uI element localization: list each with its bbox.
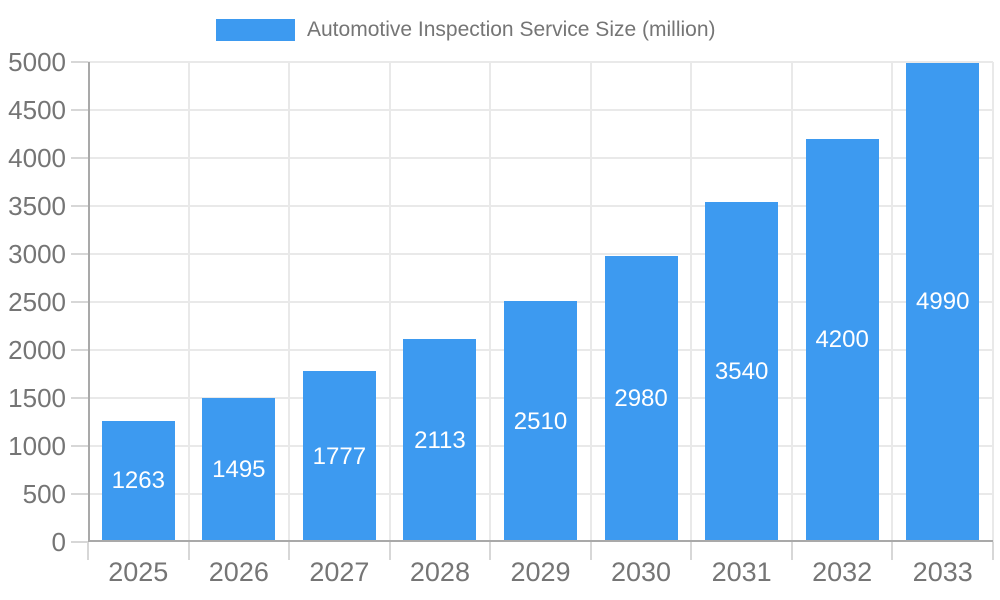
- x-axis-tick: [288, 542, 291, 560]
- bar-2028[interactable]: [403, 339, 477, 542]
- x-axis-label: 2026: [208, 557, 269, 587]
- plot-area: 0 500 1000 1500 2000 2500 3000 3500 4000 4500 5000…: [8, 48, 994, 586]
- bar-2030[interactable]: [604, 255, 678, 542]
- gridline-vertical: [187, 62, 190, 542]
- bar-2025[interactable]: [101, 420, 175, 542]
- gridline-horizontal: [88, 109, 993, 111]
- y-axis-tick: [71, 349, 88, 351]
- bar-2032[interactable]: [805, 138, 879, 542]
- x-axis-tick: [489, 542, 492, 560]
- bar-value-label: 2113: [414, 426, 466, 454]
- x-axis-label: 2030: [611, 557, 672, 587]
- bar-value-label: 1777: [312, 442, 367, 470]
- y-axis-label: 1500: [8, 383, 66, 413]
- legend-item[interactable]: Automotive Inspection Service Size (mill…: [216, 16, 716, 44]
- x-axis-label: 2033: [912, 557, 973, 587]
- bar-value-label: 2980: [614, 384, 668, 412]
- y-axis-label: 500: [22, 479, 66, 509]
- x-axis-tick: [589, 542, 592, 560]
- gridline-vertical: [489, 62, 492, 542]
- y-axis-label: 4500: [8, 95, 66, 125]
- x-axis-tick: [790, 542, 793, 560]
- gridline-vertical: [589, 62, 592, 542]
- bar-value-label: 4200: [815, 326, 869, 354]
- gridline-vertical: [690, 62, 693, 542]
- x-axis-tick: [992, 542, 994, 560]
- y-axis-tick: [71, 301, 88, 303]
- x-axis-label: 2028: [409, 557, 470, 587]
- y-axis-tick: [71, 445, 88, 447]
- y-axis-tick: [71, 253, 88, 255]
- y-axis-label: 3500: [8, 191, 66, 221]
- gridline-vertical: [992, 62, 994, 542]
- y-axis-label: 4000: [8, 143, 66, 173]
- bar-2026[interactable]: [202, 398, 276, 542]
- bar-value-label: 4990: [916, 288, 970, 316]
- gridline-horizontal: [88, 61, 993, 63]
- gridline-horizontal: [88, 253, 993, 255]
- x-axis-label: 2025: [108, 557, 169, 587]
- y-axis-tick: [71, 205, 88, 207]
- gridline-vertical: [891, 62, 894, 542]
- x-axis-label: 2027: [309, 557, 370, 587]
- x-axis-tick: [87, 542, 89, 560]
- gridline-horizontal: [88, 157, 993, 159]
- x-axis-tick: [388, 542, 391, 560]
- y-axis-tick: [71, 61, 88, 63]
- y-axis-line: [88, 62, 90, 542]
- bar-value-label: 1263: [111, 467, 165, 495]
- y-axis-tick: [71, 397, 88, 399]
- x-axis-tick: [690, 542, 693, 560]
- y-axis-label: 2500: [8, 287, 66, 317]
- y-axis-label: 1000: [8, 431, 66, 461]
- y-axis-label: 0: [51, 527, 66, 557]
- y-axis-label: 3000: [8, 239, 66, 269]
- x-axis-line: [88, 540, 993, 542]
- bar-value-label: 2510: [513, 407, 568, 435]
- y-axis-label: 5000: [8, 47, 66, 77]
- bar-value-label: 1495: [212, 456, 266, 484]
- bar-2033[interactable]: [906, 62, 980, 542]
- bar-2031[interactable]: [705, 202, 779, 542]
- legend-label: Automotive Inspection Service Size (mill…: [307, 18, 716, 41]
- gridline-vertical: [790, 62, 793, 542]
- y-axis-tick: [71, 493, 88, 495]
- y-axis-tick: [71, 541, 88, 543]
- y-axis-tick: [71, 157, 88, 159]
- y-axis-label: 2000: [8, 335, 66, 365]
- x-axis-label: 2029: [510, 557, 571, 587]
- x-axis-tick: [187, 542, 190, 560]
- bar-2029[interactable]: [504, 301, 577, 542]
- y-axis-tick: [71, 109, 88, 111]
- x-axis-label: 2031: [711, 557, 772, 587]
- x-axis-label: 2032: [812, 557, 873, 587]
- legend-swatch: [216, 19, 295, 41]
- gridline-vertical: [388, 62, 391, 542]
- x-axis-tick: [891, 542, 894, 560]
- gridline-horizontal: [88, 205, 993, 207]
- gridline-vertical: [288, 62, 291, 542]
- bar-value-label: 3540: [714, 358, 769, 386]
- bar-2027[interactable]: [302, 371, 376, 542]
